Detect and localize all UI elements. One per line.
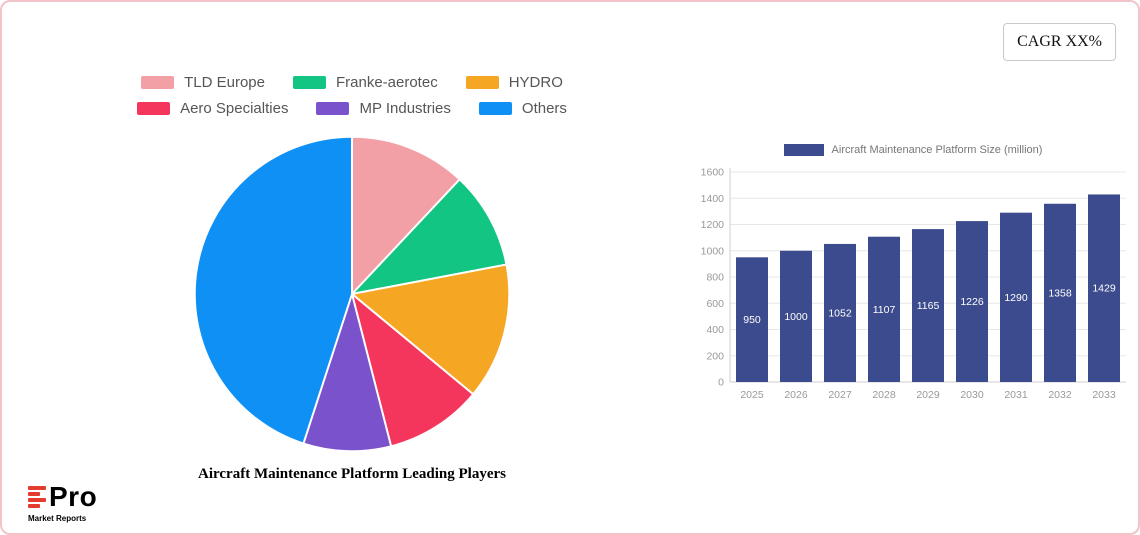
legend-swatch: [478, 102, 512, 115]
pie-chart: [193, 135, 511, 453]
logo-subtitle: Market Reports: [28, 514, 87, 523]
bar-legend-swatch: [783, 144, 824, 156]
y-axis-tick-label: 400: [706, 324, 724, 336]
y-axis-tick-label: 200: [706, 350, 724, 362]
legend-swatch: [465, 76, 499, 89]
bar-value-label: 1290: [1004, 292, 1028, 304]
y-axis-tick-label: 600: [706, 298, 724, 310]
x-axis-tick-label: 2028: [872, 389, 896, 401]
bar-chart-legend: Aircraft Maintenance Platform Size (mill…: [694, 144, 1132, 156]
pie-legend-item: Franke-aerotec: [292, 74, 438, 91]
pie-legend-row-2: Aero Specialties MP Industries Others: [137, 100, 567, 117]
pie-chart-section: TLD Europe Franke-aerotec HYDRO Aero Speci…: [47, 74, 657, 483]
y-axis-tick-label: 800: [706, 272, 724, 284]
legend-swatch: [292, 76, 326, 89]
legend-label: Franke-aerotec: [335, 74, 438, 91]
legend-label: HYDRO: [508, 74, 563, 91]
x-axis-tick-label: 2026: [784, 389, 808, 401]
bar-2030: [956, 221, 988, 382]
logo-text: Pro: [49, 481, 98, 512]
bar-value-label: 1165: [917, 300, 940, 312]
legend-label: Others: [521, 100, 567, 117]
pie-slice-tld-europe: [351, 135, 462, 297]
y-axis-tick-label: 0: [718, 377, 724, 389]
pie-slice-hydro: [349, 263, 511, 396]
bar-2031: [1000, 212, 1032, 382]
logo-top: Pro: [28, 481, 97, 513]
cagr-badge: CAGR XX%: [1003, 23, 1116, 61]
y-axis-tick-label: 1400: [701, 193, 725, 205]
pie-legend: TLD Europe Franke-aerotec HYDRO Aero Speci…: [47, 74, 657, 117]
pie-legend-item: MP Industries: [316, 100, 451, 117]
bar-2028: [868, 236, 900, 382]
legend-label: TLD Europe: [184, 74, 265, 91]
legend-swatch: [137, 102, 171, 115]
legend-swatch: [316, 102, 350, 115]
legend-label: MP Industries: [359, 100, 451, 117]
bar-value-label: 1052: [828, 307, 852, 319]
pro-market-reports-logo: Pro Market Reports: [28, 481, 97, 523]
bar-2027: [824, 243, 856, 382]
x-axis-tick-label: 2031: [1004, 389, 1028, 401]
y-axis-tick-label: 1200: [701, 219, 725, 231]
bar-value-label: 1358: [1048, 287, 1072, 299]
y-axis-tick-label: 1600: [701, 167, 725, 179]
bar-chart-section: Aircraft Maintenance Platform Size (mill…: [694, 144, 1132, 415]
y-axis-tick-label: 1000: [701, 245, 725, 257]
pie-chart-title: Aircraft Maintenance Platform Leading Pl…: [198, 466, 506, 482]
bar-2026: [780, 250, 812, 382]
x-axis-tick-label: 2025: [740, 389, 764, 401]
x-axis-tick-label: 2033: [1092, 389, 1116, 401]
legend-label: Aero Specialties: [180, 100, 289, 117]
pie-slice-mp-industries: [302, 290, 393, 453]
legend-swatch: [141, 76, 175, 89]
bar-value-label: 1000: [784, 311, 808, 323]
x-axis-tick-label: 2027: [828, 389, 852, 401]
bar-chart: 0 200 400 600 800 1000 1200 1400 1600 950 2025 1000…: [701, 167, 1126, 401]
pie-legend-item: Others: [478, 100, 567, 117]
bar-2032: [1044, 203, 1076, 382]
bar-2029: [912, 229, 944, 382]
bar-2025: [736, 257, 768, 382]
pie-chart-wrap: [47, 129, 657, 459]
x-axis-tick-label: 2029: [916, 389, 940, 401]
bar-legend-label: Aircraft Maintenance Platform Size (mill…: [831, 144, 1043, 156]
bar-value-label: 1107: [873, 304, 896, 316]
x-axis-tick-label: 2032: [1048, 389, 1072, 401]
pie-legend-item: TLD Europe: [141, 74, 265, 91]
bar-value-label: 1429: [1092, 283, 1116, 295]
pie-slice-franke-aerotec: [349, 178, 508, 296]
pie-slice-others: [193, 135, 353, 445]
logo-stripes-icon: [28, 486, 46, 508]
bar-2033: [1088, 194, 1120, 382]
x-axis-tick-label: 2030: [960, 389, 984, 401]
bar-value-label: 1226: [960, 296, 984, 308]
pie-legend-item: Aero Specialties: [137, 100, 288, 117]
pie-legend-row-1: TLD Europe Franke-aerotec HYDRO: [141, 74, 563, 91]
pie-legend-item: HYDRO: [465, 74, 563, 91]
bar-value-label: 950: [743, 314, 761, 326]
